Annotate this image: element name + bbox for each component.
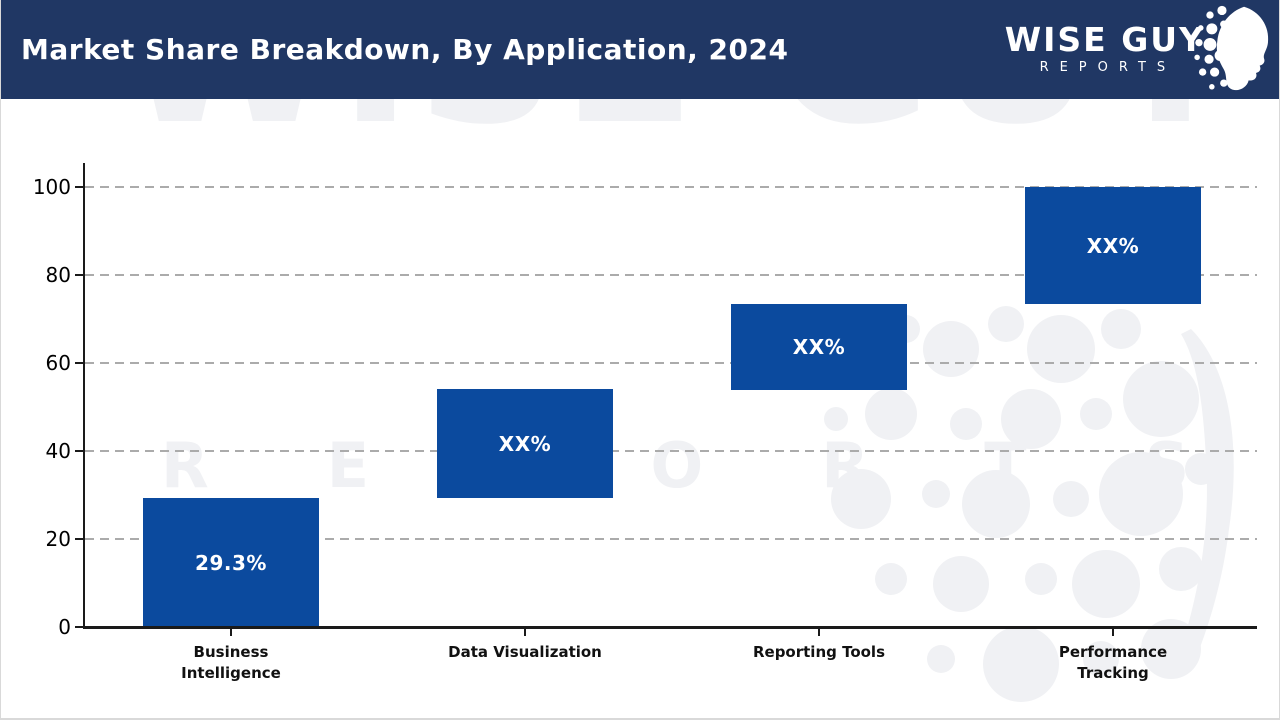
x-tick-1 [524,629,526,636]
y-tick-100 [75,186,84,188]
bar-value-label: XX% [1086,233,1140,258]
bar-value-label: XX% [498,431,552,456]
y-tick-label: 100 [32,175,71,199]
y-tick-label: 20 [45,527,71,551]
y-tick-0 [75,626,84,628]
bar-business-intelligence: 29.3% [143,498,319,627]
x-category-label-line: Reporting Tools [752,643,886,661]
gridline-20 [85,538,1257,540]
x-tick-3 [1112,629,1114,636]
watermark-head-pattern [824,306,1234,702]
bar-value-label: XX% [792,335,846,359]
x-category-label: Performance Tracking [993,642,1233,684]
y-tick-label: 60 [45,351,71,375]
gridline-60 [85,362,1257,364]
gridline-40 [85,450,1257,452]
x-category-label: Business Intelligence [111,642,351,684]
x-category-label-line: Tracking [1077,664,1149,682]
y-tick-label: 40 [45,439,71,463]
header-bar: Market Share Breakdown, By Application, … [1,0,1279,99]
x-category-label-line: Business [193,643,269,661]
x-tick-2 [818,629,820,636]
logo-head-icon [1194,5,1269,90]
y-tick-label: 80 [45,263,71,287]
gridline-80 [85,274,1257,276]
gridline-100 [85,186,1257,188]
bar-data-visualization: XX% [437,389,613,498]
y-tick-20 [75,538,84,540]
y-tick-60 [75,362,84,364]
x-category-label: Data Visualization [405,642,645,663]
logo-wordmark-line1: WISE GUY [1004,20,1205,59]
x-category-label: Reporting Tools [699,642,939,663]
bar-reporting-tools: XX% [731,304,907,390]
wiseguy-logo: WISE GUY REPORTS [1005,4,1275,96]
x-category-label-line: Intelligence [181,664,281,682]
logo-wordmark: WISE GUY REPORTS [1005,23,1205,76]
bar-value-label: 29.3% [195,550,267,575]
logo-wordmark-line2: REPORTS [1039,60,1177,75]
bar-performance-tracking: XX% [1025,187,1201,304]
y-axis-line [83,163,85,629]
x-tick-0 [230,629,232,636]
y-tick-80 [75,274,84,276]
y-tick-label: 0 [58,615,71,639]
x-category-label-line: Data Visualization [448,643,602,661]
y-tick-40 [75,450,84,452]
x-axis-line [83,626,1257,629]
x-category-label-line: Performance [1058,643,1168,661]
chart-title: Market Share Breakdown, By Application, … [21,33,789,66]
